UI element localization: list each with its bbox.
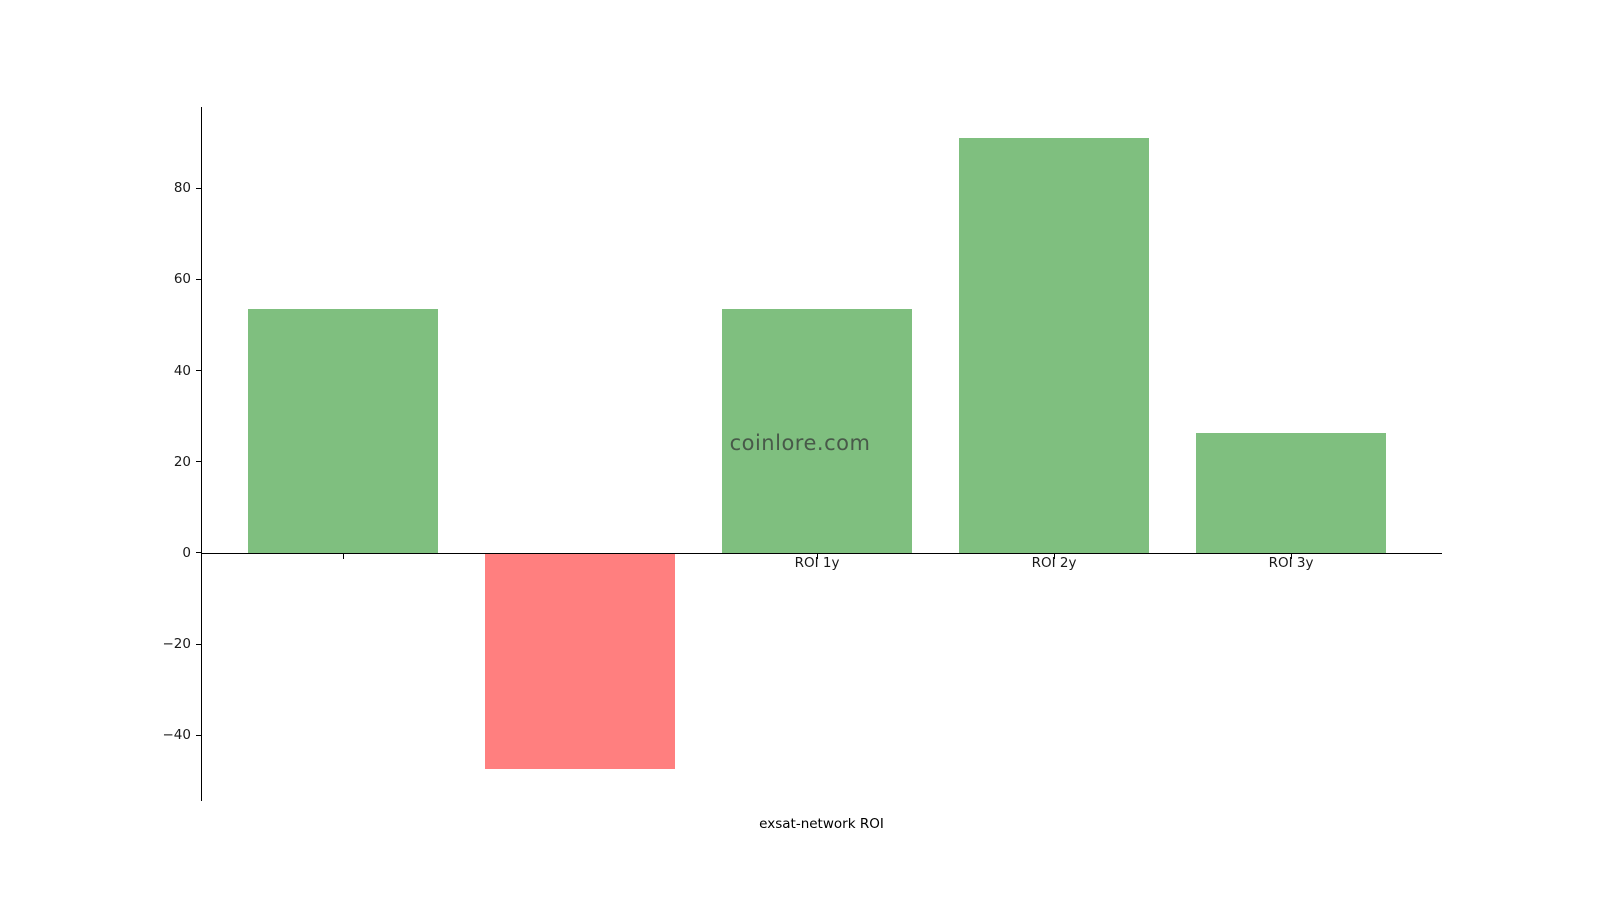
y-tick-label: −20 bbox=[162, 636, 192, 653]
watermark: coinlore.com bbox=[729, 431, 871, 455]
x-tick-mark bbox=[817, 553, 818, 559]
bar-roi-0 bbox=[248, 308, 438, 553]
y-axis-spine bbox=[201, 107, 203, 801]
x-axis-line bbox=[201, 553, 1442, 555]
y-tick-mark bbox=[196, 552, 201, 554]
y-tick-mark bbox=[196, 734, 201, 736]
bar-roi-1y bbox=[722, 308, 912, 553]
chart-xlabel: exsat-network ROI bbox=[759, 816, 884, 832]
x-tick-label: ROI 1y bbox=[794, 554, 840, 571]
x-tick-mark bbox=[1054, 553, 1055, 559]
x-tick-label: ROI 2y bbox=[1031, 554, 1077, 571]
y-tick-label: 0 bbox=[182, 544, 191, 561]
y-tick-mark bbox=[196, 278, 201, 280]
x-tick-label: ROI 3y bbox=[1268, 554, 1314, 571]
y-tick-label: 40 bbox=[173, 362, 191, 379]
bar-roi-3y bbox=[1196, 433, 1386, 553]
bar-roi-2y bbox=[959, 138, 1149, 553]
y-tick-label: 60 bbox=[173, 271, 191, 288]
y-tick-mark bbox=[196, 187, 201, 189]
x-tick-mark bbox=[1291, 553, 1292, 559]
y-tick-mark bbox=[196, 370, 201, 372]
y-tick-mark bbox=[196, 461, 201, 463]
y-tick-label: 80 bbox=[173, 180, 191, 197]
y-tick-label: 20 bbox=[173, 453, 191, 470]
x-tick-mark bbox=[343, 553, 344, 559]
y-tick-mark bbox=[196, 643, 201, 645]
y-tick-label: −40 bbox=[162, 727, 192, 744]
bar-roi-1 bbox=[485, 553, 675, 769]
